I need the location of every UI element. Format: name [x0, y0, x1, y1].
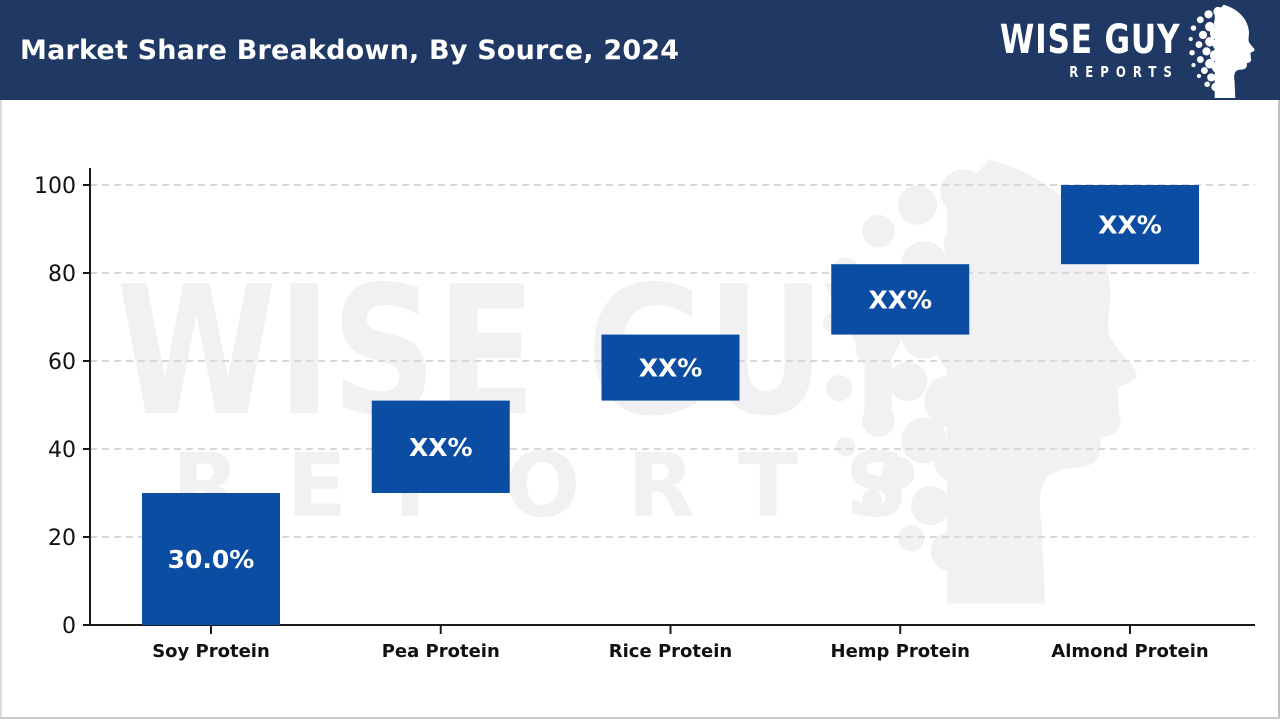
y-tick-label-20: 20: [48, 526, 76, 551]
bar-rice-protein: [601, 334, 740, 401]
y-tick-label-80: 80: [48, 262, 76, 287]
x-tick-label-pea-protein: Pea Protein: [382, 641, 500, 662]
left-edge-line: [0, 100, 2, 718]
y-tick-label-60: 60: [48, 350, 76, 375]
bar-label-almond-protein: XX%: [1098, 211, 1162, 240]
bar-label-soy-protein: 30.0%: [168, 545, 255, 574]
wise-guy-logo: WISE GUY REPORTS: [949, 0, 1268, 100]
chart-title: Market Share Breakdown, By Source, 2024: [20, 34, 680, 66]
bottom-edge-line: [0, 717, 1280, 719]
bar-soy-protein: [142, 493, 280, 625]
bar-label-hemp-protein: XX%: [868, 285, 932, 314]
bar-pea-protein: [371, 400, 510, 493]
x-tick-label-soy-protein: Soy Protein: [152, 641, 270, 662]
x-tick-label-almond-protein: Almond Protein: [1051, 641, 1208, 662]
logo-wordmark: WISE GUY: [999, 16, 1180, 63]
header-bar: Market Share Breakdown, By Source, 2024 …: [0, 0, 1280, 100]
bar-label-pea-protein: XX%: [409, 433, 473, 462]
logo-subtitle: REPORTS: [1068, 62, 1179, 81]
right-edge-line: [1278, 100, 1280, 718]
logo-text: WISE GUY REPORTS: [1000, 20, 1180, 81]
y-tick-label-0: 0: [62, 614, 76, 639]
bar-label-rice-protein: XX%: [639, 354, 703, 383]
y-tick-label-40: 40: [48, 438, 76, 463]
x-tick-label-hemp-protein: Hemp Protein: [831, 641, 970, 662]
y-tick-label-100: 100: [34, 174, 76, 199]
logo-face-icon: [1182, 2, 1268, 98]
x-tick-label-rice-protein: Rice Protein: [609, 641, 732, 662]
